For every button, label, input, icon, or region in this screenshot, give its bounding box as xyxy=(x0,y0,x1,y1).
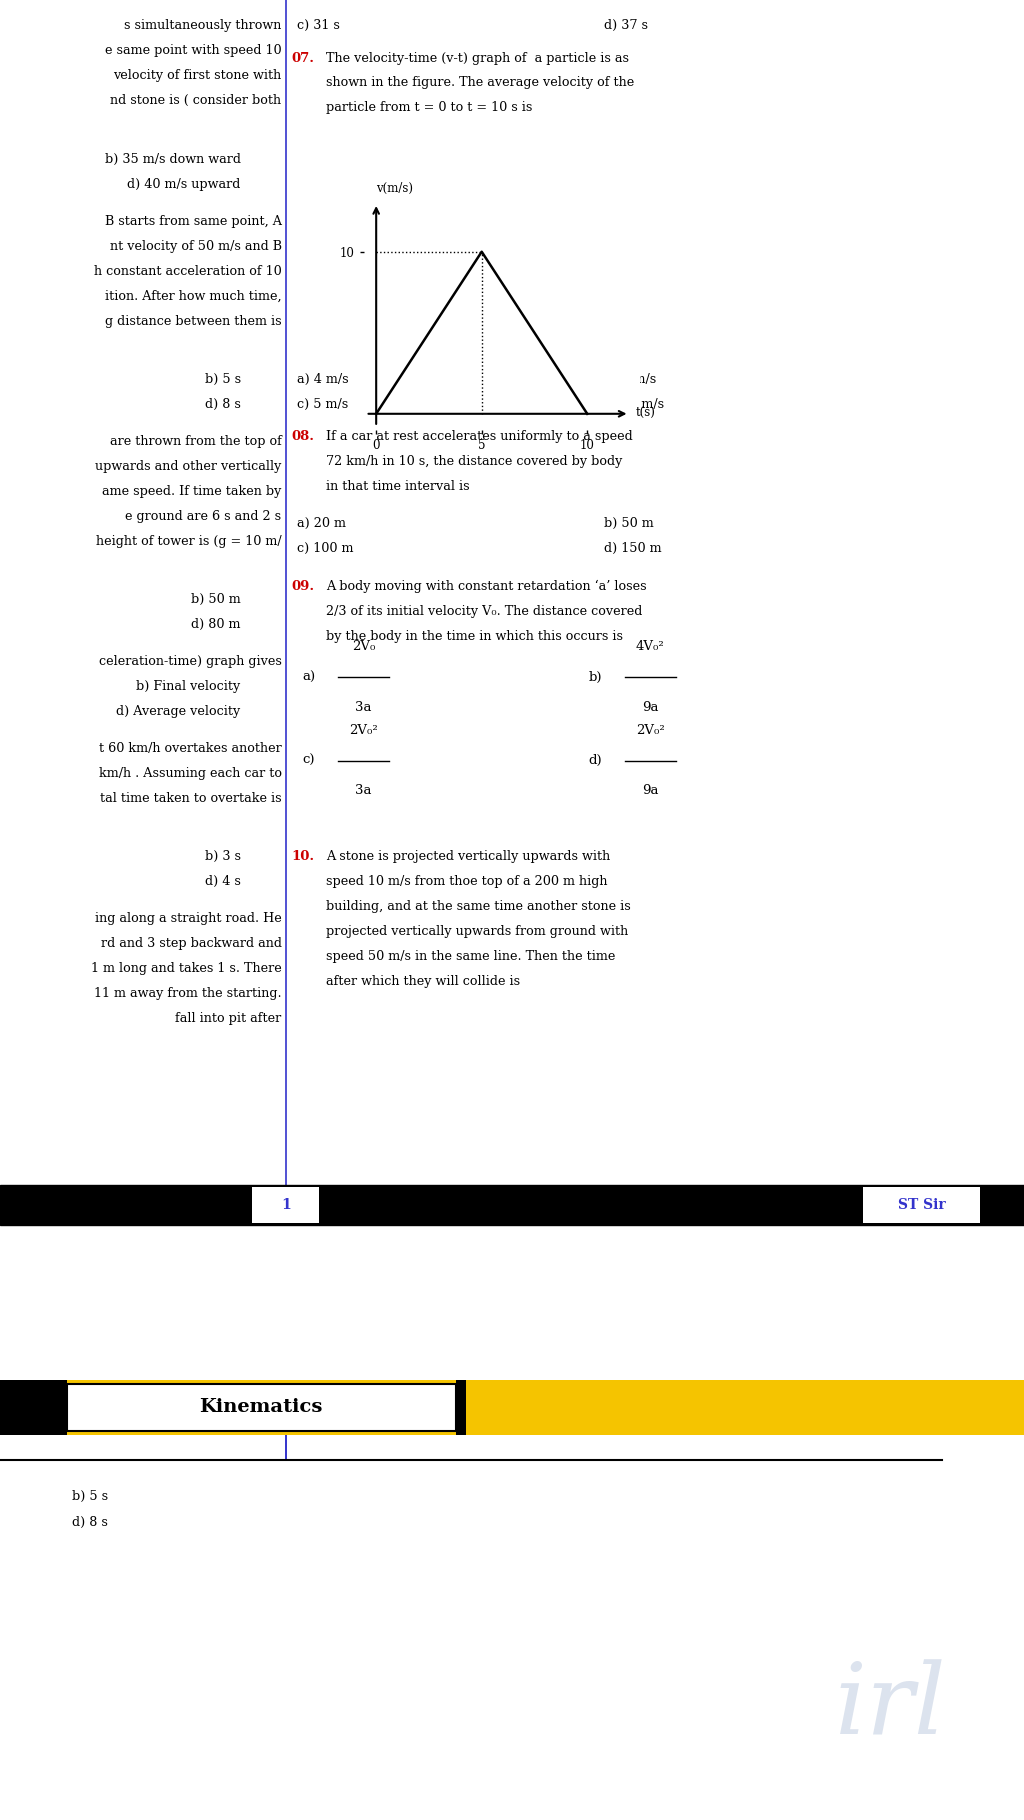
Text: b) 35 m/s down ward: b) 35 m/s down ward xyxy=(104,153,241,166)
Text: tal time taken to overtake is: tal time taken to overtake is xyxy=(100,792,282,804)
Text: 10.: 10. xyxy=(292,850,315,863)
Text: 2V₀²: 2V₀² xyxy=(636,724,665,737)
Text: velocity of first stone with: velocity of first stone with xyxy=(114,69,282,82)
Text: a): a) xyxy=(302,670,315,684)
Text: rd and 3 step backward and: rd and 3 step backward and xyxy=(100,937,282,950)
Text: b) 50 m: b) 50 m xyxy=(604,517,654,530)
Bar xyxy=(862,1187,981,1223)
Text: 08.: 08. xyxy=(292,430,314,442)
Text: a) 20 m: a) 20 m xyxy=(297,517,346,530)
Text: 9a: 9a xyxy=(642,701,658,713)
Bar xyxy=(456,1380,466,1434)
Text: d) 8 s: d) 8 s xyxy=(205,399,241,411)
Bar xyxy=(56,1380,67,1434)
Text: in that time interval is: in that time interval is xyxy=(326,480,469,493)
Text: t 60 km/h overtakes another: t 60 km/h overtakes another xyxy=(99,743,282,755)
Text: d) Average velocity: d) Average velocity xyxy=(117,704,241,717)
Text: speed 10 m/s from thoe top of a 200 m high: speed 10 m/s from thoe top of a 200 m hi… xyxy=(326,875,607,888)
Text: The velocity-time (v-t) graph of  a particle is as: The velocity-time (v-t) graph of a parti… xyxy=(326,51,629,64)
Text: b) 3 s: b) 3 s xyxy=(205,850,241,863)
Text: d) 80 m: d) 80 m xyxy=(191,617,241,630)
Text: t(s): t(s) xyxy=(636,408,655,420)
Text: c) 100 m: c) 100 m xyxy=(297,542,353,555)
Text: Kinematics: Kinematics xyxy=(200,1398,323,1416)
Text: d) 4 s: d) 4 s xyxy=(205,875,241,888)
Text: fall into pit after: fall into pit after xyxy=(175,1012,282,1025)
Bar xyxy=(0,1380,1024,1434)
Text: 09.: 09. xyxy=(292,581,315,593)
Text: g distance between them is: g distance between them is xyxy=(105,315,282,328)
Text: building, and at the same time another stone is: building, and at the same time another s… xyxy=(326,899,631,914)
Text: b) 5 s: b) 5 s xyxy=(205,373,241,386)
Text: h constant acceleration of 10: h constant acceleration of 10 xyxy=(94,266,282,278)
Text: speed 50 m/s in the same line. Then the time: speed 50 m/s in the same line. Then the … xyxy=(326,950,615,963)
Text: irl: irl xyxy=(835,1660,947,1754)
Bar xyxy=(253,1187,319,1223)
Bar xyxy=(0,1380,56,1434)
Text: 9a: 9a xyxy=(642,784,658,797)
Text: d) 150 m: d) 150 m xyxy=(604,542,662,555)
Text: particle from t = 0 to t = 10 s is: particle from t = 0 to t = 10 s is xyxy=(326,102,532,115)
Text: If a car at rest accelerates uniformly to a speed: If a car at rest accelerates uniformly t… xyxy=(326,430,633,442)
Text: by the body in the time in which this occurs is: by the body in the time in which this oc… xyxy=(326,630,623,642)
Text: c): c) xyxy=(302,753,314,768)
Text: upwards and other vertically: upwards and other vertically xyxy=(95,460,282,473)
Text: 11 m away from the starting.: 11 m away from the starting. xyxy=(94,986,282,1001)
Text: nt velocity of 50 m/s and B: nt velocity of 50 m/s and B xyxy=(110,240,282,253)
Text: celeration-time) graph gives: celeration-time) graph gives xyxy=(98,655,282,668)
Text: d) 37 s: d) 37 s xyxy=(604,18,648,33)
Text: 3a: 3a xyxy=(355,784,372,797)
Bar xyxy=(0,1225,1024,1380)
Text: 3a: 3a xyxy=(355,701,372,713)
Text: c) 31 s: c) 31 s xyxy=(297,18,340,33)
Text: ition. After how much time,: ition. After how much time, xyxy=(105,289,282,304)
Text: e same point with speed 10: e same point with speed 10 xyxy=(105,44,282,56)
Text: d) 40 m/s upward: d) 40 m/s upward xyxy=(127,178,241,191)
Text: b) Final velocity: b) Final velocity xyxy=(136,681,241,693)
Text: height of tower is (g = 10 m/: height of tower is (g = 10 m/ xyxy=(96,535,282,548)
Text: 72 km/h in 10 s, the distance covered by body: 72 km/h in 10 s, the distance covered by… xyxy=(326,455,622,468)
Text: s simultaneously thrown: s simultaneously thrown xyxy=(124,18,282,33)
Text: shown in the figure. The average velocity of the: shown in the figure. The average velocit… xyxy=(326,76,634,89)
Text: ST Sir: ST Sir xyxy=(898,1198,945,1212)
Text: a) 4 m/s: a) 4 m/s xyxy=(297,373,348,386)
Text: d) 10 m/s: d) 10 m/s xyxy=(604,399,665,411)
Text: B starts from same point, A: B starts from same point, A xyxy=(104,215,282,228)
Text: A body moving with constant retardation ‘a’ loses: A body moving with constant retardation … xyxy=(326,581,646,593)
Text: 4V₀²: 4V₀² xyxy=(636,641,665,653)
Text: 2V₀²: 2V₀² xyxy=(349,724,378,737)
Bar xyxy=(67,1383,456,1431)
Text: are thrown from the top of: are thrown from the top of xyxy=(110,435,282,448)
Bar xyxy=(512,1380,1024,1434)
Text: ame speed. If time taken by: ame speed. If time taken by xyxy=(102,484,282,499)
Text: b) 50 m: b) 50 m xyxy=(190,593,241,606)
Text: projected vertically upwards from ground with: projected vertically upwards from ground… xyxy=(326,925,628,937)
Bar xyxy=(0,1185,1024,1225)
Text: v(m/s): v(m/s) xyxy=(376,182,413,195)
Text: km/h . Assuming each car to: km/h . Assuming each car to xyxy=(98,768,282,781)
Text: 1: 1 xyxy=(281,1198,291,1212)
Text: 2/3 of its initial velocity V₀. The distance covered: 2/3 of its initial velocity V₀. The dist… xyxy=(326,604,642,617)
Text: nd stone is ( consider both: nd stone is ( consider both xyxy=(111,95,282,107)
Text: d) 8 s: d) 8 s xyxy=(72,1516,108,1529)
Text: 1 m long and takes 1 s. There: 1 m long and takes 1 s. There xyxy=(91,963,282,976)
Text: b) 5 s: b) 5 s xyxy=(72,1491,108,1503)
Text: ing along a straight road. He: ing along a straight road. He xyxy=(95,912,282,925)
Text: after which they will collide is: after which they will collide is xyxy=(326,974,520,988)
Text: 2V₀: 2V₀ xyxy=(352,641,375,653)
Text: b) 8 m/s: b) 8 m/s xyxy=(604,373,656,386)
Text: 07.: 07. xyxy=(292,51,314,64)
Text: e ground are 6 s and 2 s: e ground are 6 s and 2 s xyxy=(126,510,282,522)
Text: d): d) xyxy=(589,753,602,768)
Text: b): b) xyxy=(589,670,602,684)
Text: c) 5 m/s: c) 5 m/s xyxy=(297,399,348,411)
Text: A stone is projected vertically upwards with: A stone is projected vertically upwards … xyxy=(326,850,610,863)
